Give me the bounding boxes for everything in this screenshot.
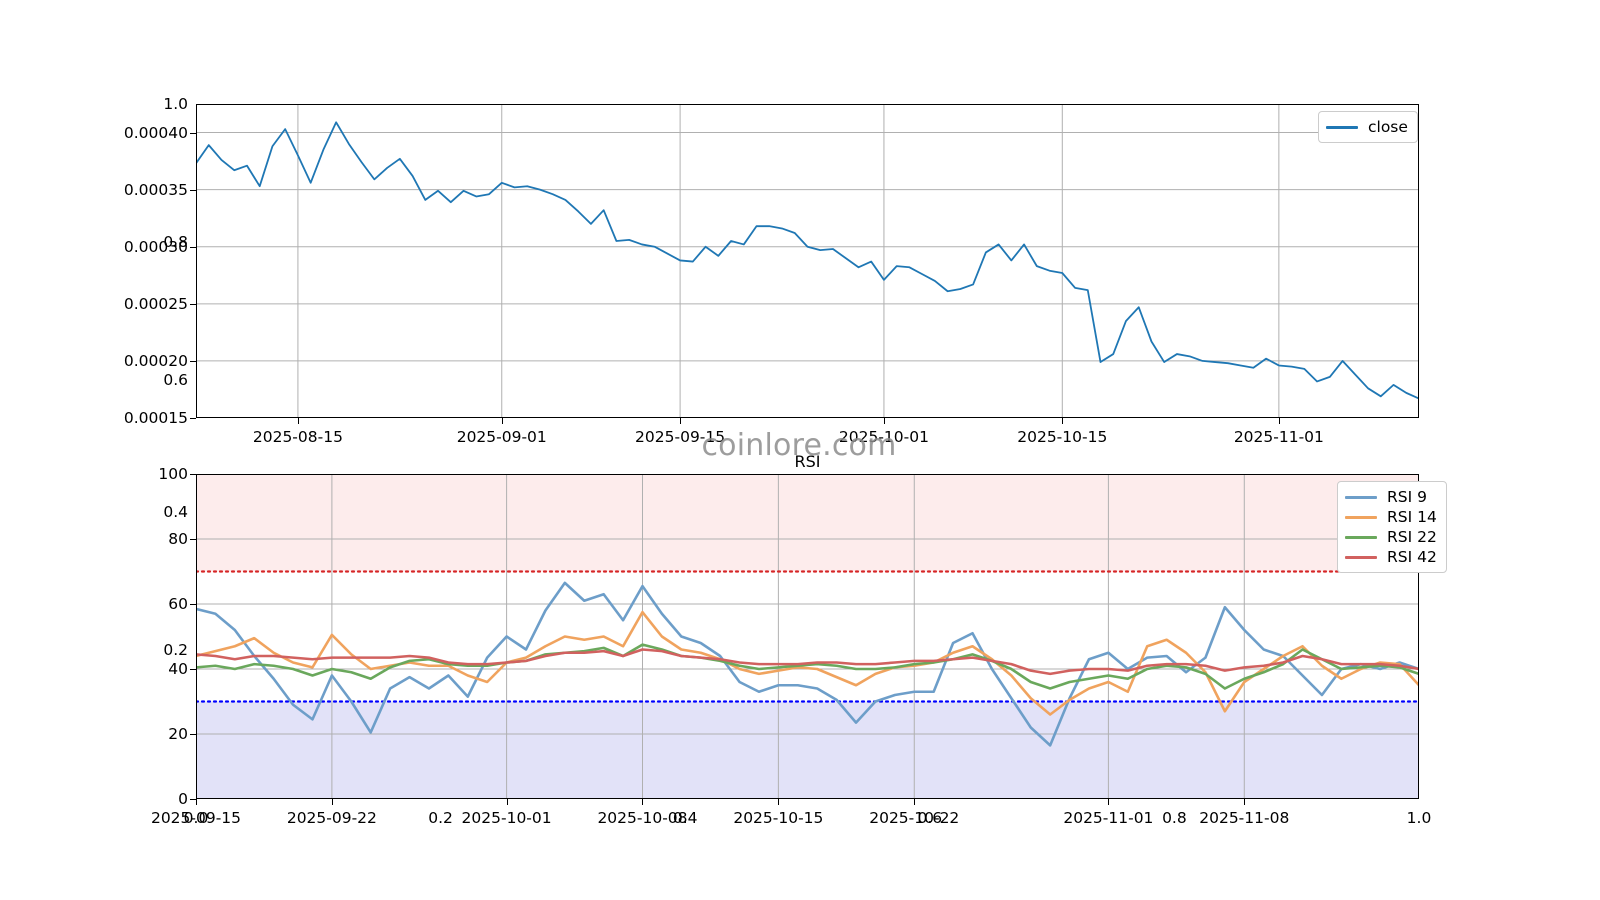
- rsi-y-tick-label: 20: [168, 725, 188, 743]
- legend-item-rsi-14[interactable]: RSI 14: [1345, 507, 1437, 527]
- legend-swatch-icon: [1326, 125, 1358, 129]
- rsi-chart-title: RSI: [794, 452, 821, 471]
- rsi-x-tick-label: 2025-10-01: [461, 809, 552, 827]
- rsi-chart-panel: [196, 474, 1419, 799]
- legend-swatch-icon: [1345, 535, 1377, 539]
- rsi-y-tick-label: 0: [178, 790, 188, 808]
- rsi-plot-frame: [196, 474, 1419, 799]
- rsi-y-tick-label-secondary: 0.2: [163, 641, 188, 659]
- price-x-tickmark: [1062, 418, 1064, 424]
- price-y-tick-label-secondary: 1.0: [163, 95, 188, 113]
- price-y-tickmark: [190, 132, 196, 134]
- legend-item-rsi-9[interactable]: RSI 9: [1345, 487, 1437, 507]
- price-plot-frame: [196, 104, 1419, 418]
- legend-swatch-icon: [1345, 555, 1377, 559]
- price-y-tick-label: 0.00025: [123, 294, 188, 313]
- rsi-x-tickmark: [1108, 799, 1110, 805]
- price-x-tick-label: 2025-09-15: [635, 428, 726, 446]
- legend-item-label: RSI 9: [1387, 488, 1427, 506]
- rsi-x-tickmark: [642, 799, 644, 805]
- rsi-x-tick-label-secondary: 0.8: [1162, 809, 1187, 827]
- price-x-tick-label: 2025-10-01: [838, 428, 929, 446]
- rsi-y-tick-label: 80: [168, 530, 188, 548]
- legend-item-rsi-22[interactable]: RSI 22: [1345, 527, 1437, 547]
- legend-item-label: RSI 42: [1387, 548, 1437, 566]
- legend-item-label: close: [1368, 118, 1408, 136]
- price-x-tick-label: 2025-10-15: [1017, 428, 1108, 446]
- legend-item-close[interactable]: close: [1326, 117, 1408, 137]
- rsi-y-tickmark: [190, 474, 196, 475]
- rsi-y-tick-label-secondary: 0.4: [163, 503, 188, 521]
- rsi-x-tick-label: 2025-09-15: [150, 809, 242, 827]
- rsi-x-tickmark: [196, 799, 197, 805]
- price-y-tickmark: [190, 246, 196, 248]
- legend-swatch-icon: [1345, 495, 1377, 499]
- rsi-y-tick-label: 40: [168, 660, 188, 678]
- price-y-tickmark: [190, 189, 196, 191]
- price-x-tick-label: 2025-09-01: [456, 428, 547, 446]
- price-y-tick-label: 0.00015: [123, 409, 188, 427]
- price-x-tickmark: [501, 418, 503, 424]
- rsi-x-tick-label: 2025-11-08: [1199, 809, 1290, 827]
- price-y-tickmark: [190, 303, 196, 305]
- price-x-tickmark: [883, 418, 885, 424]
- price-x-tickmark: [297, 418, 299, 424]
- price-y-tick-label-secondary: 0.8: [163, 233, 188, 251]
- rsi-y-tickmark: [190, 539, 196, 540]
- rsi-x-tick-label: 2025-09-22: [286, 809, 377, 827]
- price-x-tick-label: 2025-11-01: [1233, 428, 1324, 446]
- price-y-tickmark: [190, 418, 196, 419]
- rsi-y-tick-label: 100: [158, 465, 188, 483]
- legend-item-label: RSI 14: [1387, 508, 1437, 526]
- rsi-x-tick-label: 2025-10-22: [869, 809, 960, 827]
- price-legend: close: [1318, 111, 1418, 143]
- rsi-x-tick-label: 2025-10-15: [733, 809, 824, 827]
- rsi-x-tick-label: 2025-10-08: [597, 809, 688, 827]
- price-y-tick-label: 0.00035: [123, 180, 188, 199]
- rsi-legend: RSI 9 RSI 14 RSI 22 RSI 42: [1337, 481, 1447, 573]
- price-y-tickmark: [190, 360, 196, 362]
- price-y-tick-label: 0.00040: [123, 123, 188, 142]
- price-x-tick-label: 2025-08-15: [252, 428, 343, 446]
- rsi-x-tickmark: [914, 799, 916, 805]
- legend-item-label: RSI 22: [1387, 528, 1437, 546]
- rsi-x-tickmark: [331, 799, 333, 805]
- legend-swatch-icon: [1345, 515, 1377, 519]
- price-y-tick-label: 0.00030: [123, 237, 188, 256]
- price-y-tick-label: 0.00020: [123, 351, 188, 370]
- price-x-tickmark: [680, 418, 682, 424]
- rsi-x-tick-label-secondary: 0.4: [672, 809, 698, 827]
- rsi-y-tick-label: 60: [168, 595, 188, 613]
- price-y-tick-label-secondary: 0.6: [163, 371, 188, 389]
- rsi-x-tick-label: 2025-11-01: [1063, 809, 1154, 827]
- rsi-x-tick-label-secondary: 0.0: [183, 809, 209, 827]
- rsi-x-tickmark: [506, 799, 508, 805]
- price-plot-area: [196, 104, 1419, 418]
- rsi-x-tick-label-secondary: 1.0: [1406, 809, 1432, 827]
- rsi-y-tickmark: [190, 799, 196, 800]
- rsi-plot-area: [196, 474, 1419, 799]
- rsi-x-tick-label-secondary: 0.2: [428, 809, 453, 827]
- rsi-y-tickmark: [190, 734, 196, 735]
- rsi-x-tick-label-secondary: 0.6: [917, 809, 943, 827]
- rsi-y-tickmark: [190, 604, 196, 605]
- rsi-y-tickmark: [190, 669, 196, 670]
- price-x-tickmark: [1278, 418, 1280, 424]
- price-chart-panel: [196, 104, 1419, 418]
- rsi-x-tickmark: [778, 799, 780, 805]
- rsi-x-tickmark: [1244, 799, 1246, 805]
- legend-item-rsi-42[interactable]: RSI 42: [1345, 547, 1437, 567]
